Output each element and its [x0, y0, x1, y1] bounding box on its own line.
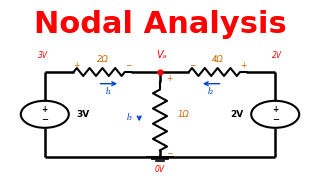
Text: −: − [272, 115, 279, 124]
Text: I₃: I₃ [127, 113, 132, 122]
Text: Vₐ: Vₐ [156, 50, 167, 60]
Text: −: − [189, 61, 195, 70]
Text: 2V: 2V [272, 51, 282, 60]
Text: 2Ω: 2Ω [97, 55, 108, 64]
Text: −: − [41, 115, 48, 124]
Text: +: + [272, 105, 278, 114]
Text: 0V: 0V [155, 165, 165, 174]
Text: 2V: 2V [230, 110, 243, 119]
Text: +: + [74, 61, 80, 70]
Text: +: + [42, 105, 48, 114]
Text: +: + [240, 61, 246, 70]
Text: 3V: 3V [38, 51, 48, 60]
Text: I₁: I₁ [106, 87, 112, 96]
Text: 3V: 3V [77, 110, 90, 119]
Text: Nodal Analysis: Nodal Analysis [34, 10, 286, 39]
Text: −: − [125, 61, 131, 70]
Text: −: − [166, 149, 173, 158]
Text: +: + [166, 74, 173, 83]
Text: I₂: I₂ [208, 87, 214, 96]
Text: 1Ω: 1Ω [178, 110, 189, 119]
Text: 4Ω: 4Ω [212, 55, 223, 64]
